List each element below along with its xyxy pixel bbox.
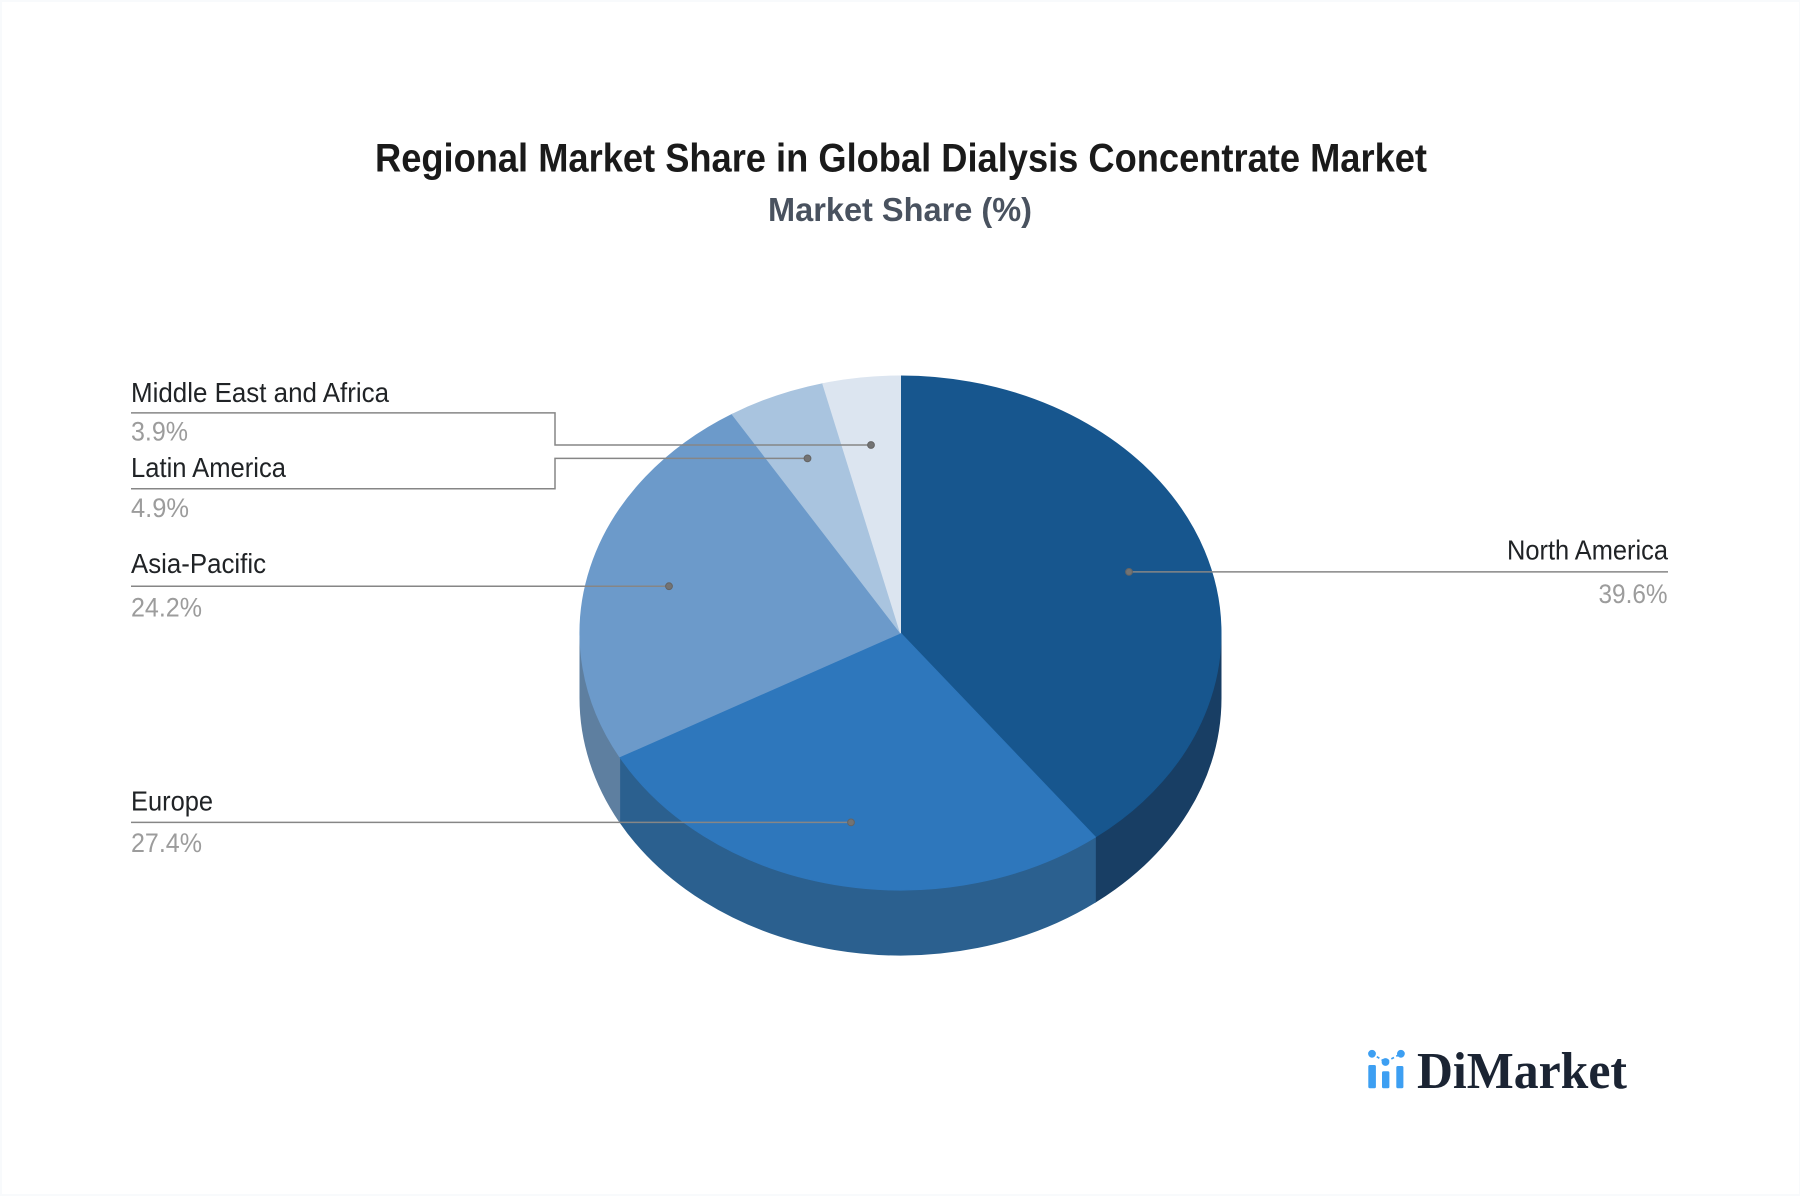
svg-text:Market Share (%): Market Share (%)	[768, 191, 1032, 228]
svg-text:24.2%: 24.2%	[131, 593, 202, 623]
svg-text:Europe: Europe	[131, 786, 213, 817]
svg-text:3.9%: 3.9%	[131, 417, 188, 447]
svg-text:Asia-Pacific: Asia-Pacific	[131, 548, 266, 579]
svg-text:North America: North America	[1507, 535, 1668, 566]
svg-text:27.4%: 27.4%	[131, 828, 202, 858]
svg-text:4.9%: 4.9%	[131, 493, 189, 523]
svg-text:Regional Market Share in Globa: Regional Market Share in Global Dialysis…	[375, 137, 1427, 181]
svg-text:Middle East and Africa: Middle East and Africa	[131, 377, 389, 408]
svg-text:39.6%: 39.6%	[1599, 579, 1668, 609]
svg-text:Latin America: Latin America	[131, 452, 286, 483]
svg-text:DiMarket: DiMarket	[1417, 1043, 1628, 1100]
